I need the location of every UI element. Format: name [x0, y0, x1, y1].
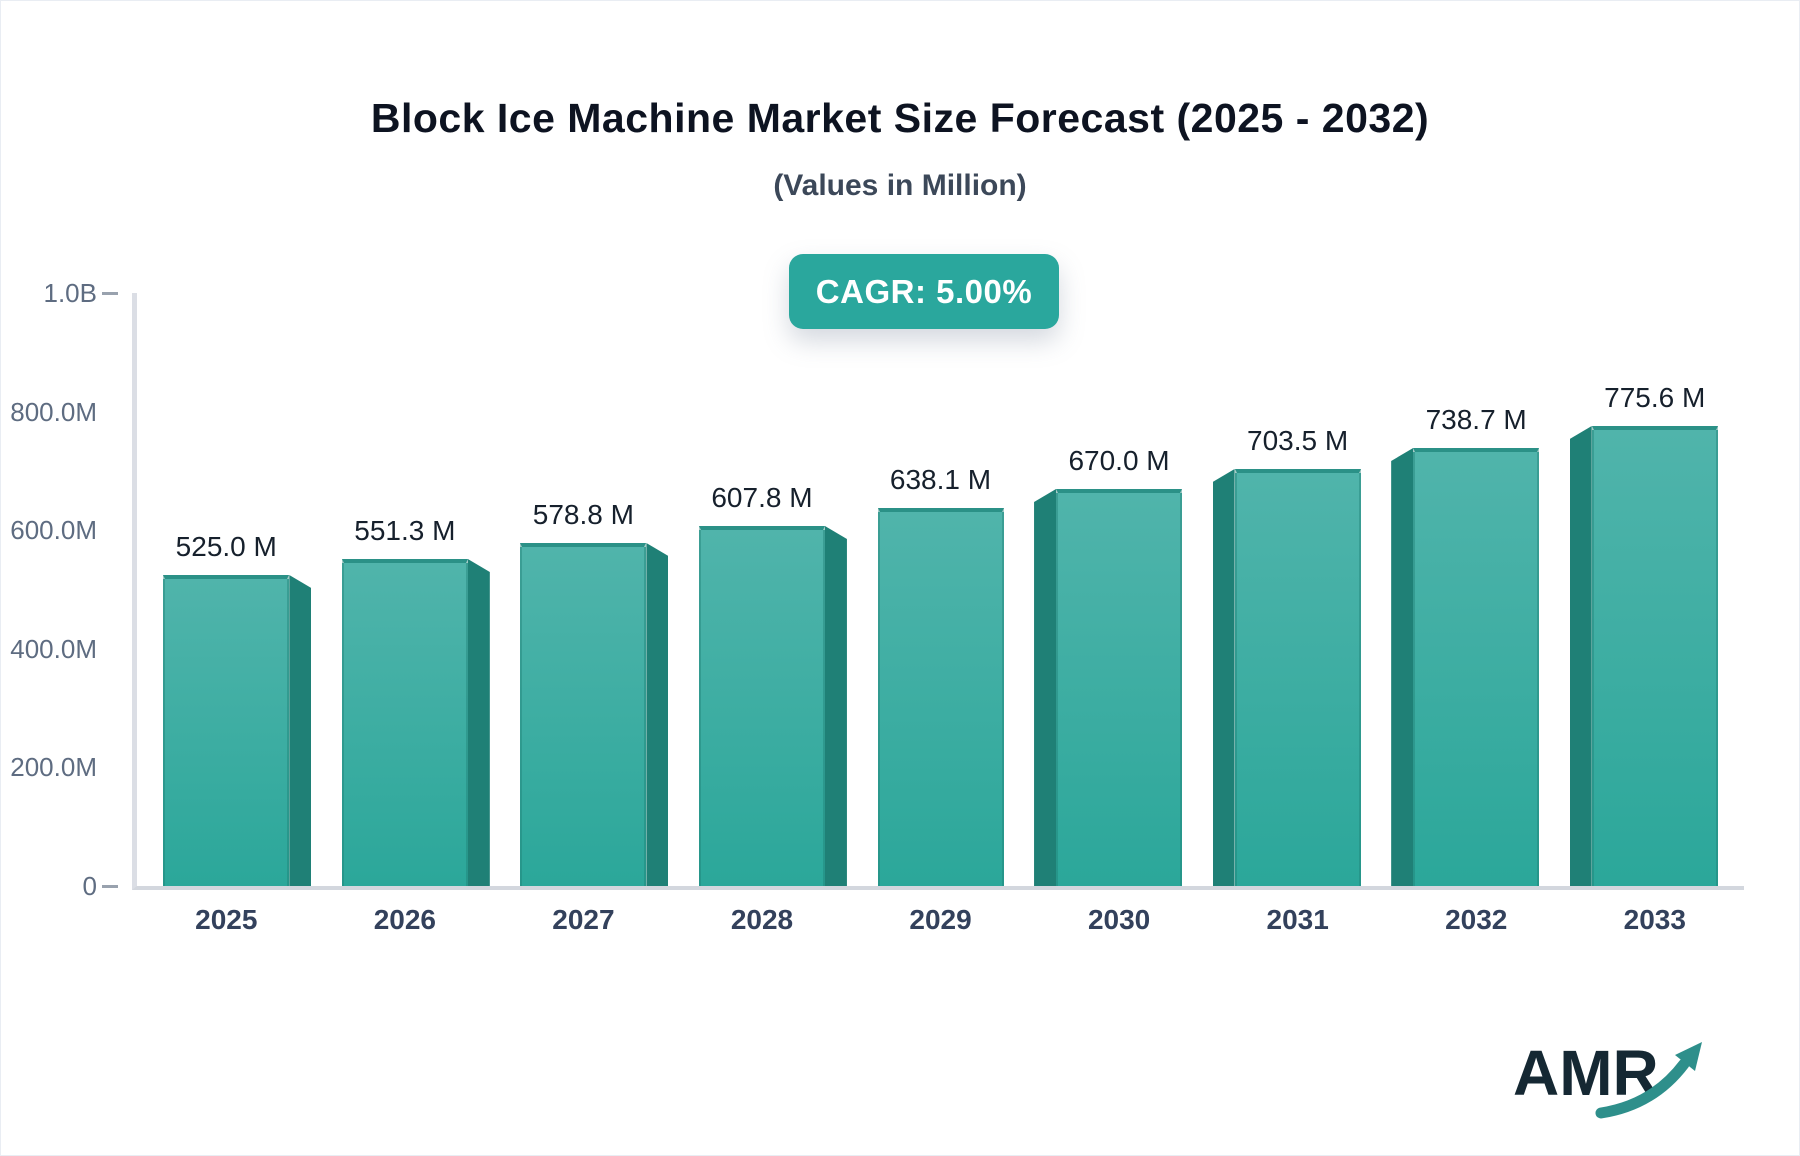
y-tick-label: 800.0M — [10, 396, 97, 427]
bar-2026[interactable]: 551.3 M — [341, 515, 490, 886]
bar-2029[interactable]: 638.1 M — [877, 464, 1004, 886]
x-tick-label: 2025 — [195, 904, 258, 935]
bar-face — [698, 526, 825, 886]
bar-face — [877, 508, 1004, 886]
bar-2025[interactable]: 525.0 M — [163, 531, 312, 886]
y-tick-label: 200.0M — [10, 752, 97, 783]
cagr-badge: CAGR: 5.00% — [789, 254, 1059, 329]
bar-side-face — [646, 543, 669, 886]
bar-2033[interactable]: 775.6 M — [1569, 382, 1718, 886]
bar-2030[interactable]: 670.0 M — [1034, 445, 1183, 886]
value-label: 607.8 M — [711, 482, 813, 513]
bar-2031[interactable]: 703.5 M — [1212, 425, 1361, 886]
bar-side-face — [1391, 448, 1414, 886]
value-label: 638.1 M — [889, 464, 992, 495]
bar-side-face — [467, 559, 490, 886]
bar-face — [341, 559, 468, 886]
bar-side-face — [1034, 489, 1057, 886]
x-tick-label: 2028 — [730, 904, 794, 935]
y-tick-label: 600.0M — [10, 515, 97, 546]
value-label: 525.0 M — [175, 531, 277, 562]
bar-2032[interactable]: 738.7 M — [1391, 404, 1540, 886]
x-tick-label: 2030 — [1087, 904, 1151, 935]
y-tick-label: 0 — [82, 871, 97, 901]
value-label: 775.6 M — [1604, 382, 1706, 413]
x-tick-label: 2033 — [1623, 904, 1686, 935]
bar-face — [1413, 448, 1540, 886]
bar-side-face — [824, 526, 847, 886]
y-tick-mark — [102, 885, 118, 888]
x-tick-label: 2032 — [1445, 904, 1508, 935]
bar-2027[interactable]: 578.8 M — [520, 499, 669, 886]
amr-logo-text: AMR — [1513, 1037, 1659, 1109]
value-label: 703.5 M — [1247, 425, 1349, 456]
x-tick-label: 2027 — [552, 904, 615, 935]
value-label: 578.8 M — [532, 499, 634, 530]
x-tick-label: 2026 — [373, 904, 436, 935]
chart-subtitle: (Values in Million) — [773, 169, 1027, 202]
bar-2028[interactable]: 607.8 M — [698, 482, 847, 886]
y-tick-mark — [102, 292, 118, 295]
chart-title: Block Ice Machine Market Size Forecast (… — [370, 95, 1430, 141]
value-label: 738.7 M — [1425, 404, 1527, 435]
amr-logo-arrowhead — [1675, 1042, 1702, 1071]
plot-area: 525.0 M 551.3 M 578.8 M 607.8 M 638.1 M 670.0… — [132, 293, 1744, 890]
bar-face — [163, 575, 290, 886]
x-axis-labels: 2025 2026 2027 2028 2029 2030 2031 2032 2033 — [137, 904, 1744, 936]
bar-face — [520, 543, 647, 886]
y-tick-label: 1.0B — [43, 278, 98, 308]
bar-face — [1056, 489, 1183, 886]
bar-face — [1234, 469, 1361, 886]
bar-side-face — [1569, 426, 1592, 886]
amr-logo-arrow-swoosh — [1595, 1058, 1690, 1119]
value-label: 670.0 M — [1068, 445, 1170, 476]
x-tick-label: 2029 — [909, 904, 972, 935]
bar-side-face — [1212, 469, 1235, 886]
value-label: 551.3 M — [354, 515, 456, 546]
cagr-badge-label: CAGR: 5.00% — [815, 272, 1033, 310]
y-tick-label: 400.0M — [10, 633, 97, 664]
bar-side-face — [289, 575, 312, 886]
x-tick-label: 2031 — [1266, 904, 1329, 935]
amr-logo: AMR — [1513, 1037, 1702, 1119]
bar-face — [1591, 426, 1718, 886]
